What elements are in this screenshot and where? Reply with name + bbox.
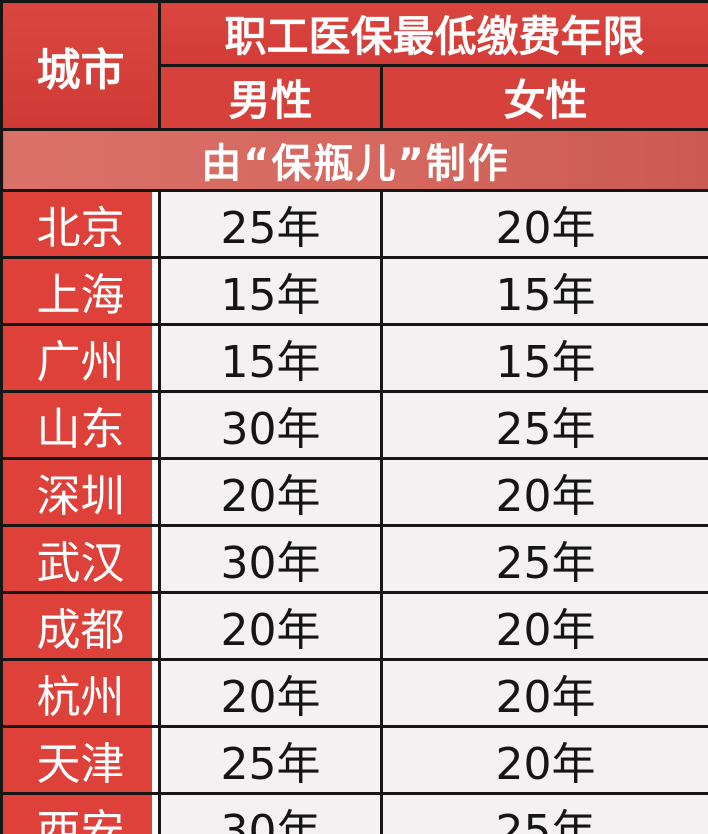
city-cell: 成都 — [0, 591, 161, 661]
city-cell: 深圳 — [0, 457, 161, 527]
female-years-cell: 25年 — [379, 524, 708, 594]
table-row: 天津 25年 20年 — [0, 725, 708, 795]
male-years-cell: 20年 — [158, 591, 383, 661]
header-row-gender: 男性 女性 — [2, 64, 708, 130]
header-male-cell: 男性 — [158, 64, 383, 130]
city-cell: 上海 — [0, 256, 161, 326]
table-row: 山东 30年 25年 — [0, 390, 708, 460]
city-cell: 山东 — [0, 390, 161, 460]
header-group-cell: 职工医保最低缴费年限 — [157, 0, 708, 67]
male-years-cell: 15年 — [158, 256, 383, 326]
table-row: 西安 30年 25年 — [0, 792, 708, 834]
table-row: 成都 20年 20年 — [0, 591, 708, 661]
male-years-cell: 25年 — [158, 725, 383, 795]
table-body: 由“保瓶儿”制作 北京 25年 20年 上海 15年 15年 广州 15年 15… — [0, 128, 708, 834]
female-years-cell: 20年 — [379, 189, 708, 259]
female-years-cell: 20年 — [379, 591, 708, 661]
table-row: 武汉 30年 25年 — [0, 524, 708, 594]
table-header: 城市 职工医保最低缴费年限 男性 女性 — [0, 0, 708, 131]
male-years-cell: 15年 — [158, 323, 383, 393]
table-row: 上海 15年 15年 — [0, 256, 708, 326]
city-cell: 北京 — [0, 189, 161, 259]
table-row: 杭州 20年 20年 — [0, 658, 708, 728]
credit-banner-text: 由“保瓶儿”制作 — [0, 128, 708, 192]
header-female-cell: 女性 — [379, 64, 708, 130]
female-years-cell: 25年 — [379, 792, 708, 834]
table-row: 北京 25年 20年 — [0, 189, 708, 259]
male-years-cell: 25年 — [158, 189, 383, 259]
female-years-cell: 15年 — [379, 256, 708, 326]
female-years-cell: 20年 — [379, 725, 708, 795]
female-years-cell: 20年 — [379, 658, 708, 728]
table-row: 深圳 20年 20年 — [0, 457, 708, 527]
city-cell: 天津 — [0, 725, 161, 795]
header-row-group: 城市 职工医保最低缴费年限 — [0, 0, 708, 131]
female-years-cell: 15年 — [379, 323, 708, 393]
table-row: 广州 15年 15年 — [0, 323, 708, 393]
city-cell: 武汉 — [0, 524, 161, 594]
credit-banner-row: 由“保瓶儿”制作 — [0, 128, 708, 192]
female-years-cell: 20年 — [379, 457, 708, 527]
city-cell: 西安 — [0, 792, 161, 834]
female-years-cell: 25年 — [379, 390, 708, 460]
male-years-cell: 30年 — [158, 390, 383, 460]
city-cell: 杭州 — [0, 658, 161, 728]
male-years-cell: 20年 — [158, 658, 383, 728]
city-cell: 广州 — [0, 323, 161, 393]
male-years-cell: 20年 — [158, 457, 383, 527]
header-city-cell: 城市 — [0, 0, 161, 131]
male-years-cell: 30年 — [158, 792, 383, 834]
male-years-cell: 30年 — [158, 524, 383, 594]
